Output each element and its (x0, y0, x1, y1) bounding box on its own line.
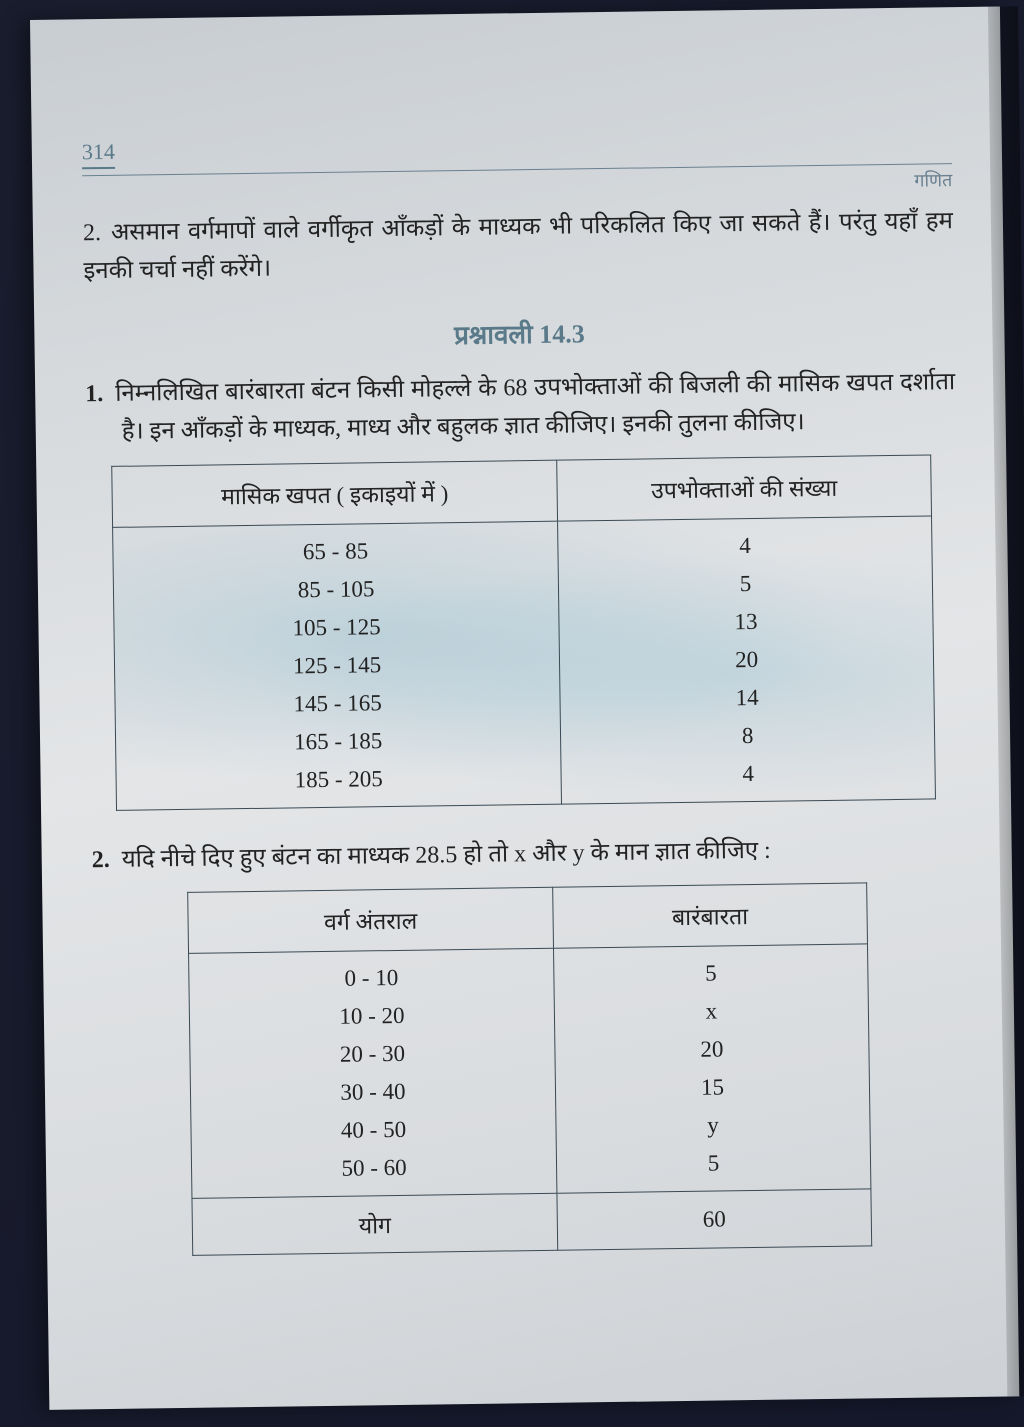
intro-paragraph: 2.असमान वर्गमापों वाले वर्गीकृत आँकड़ों … (83, 202, 954, 291)
t2-cell: 30 - 40 (190, 1071, 556, 1114)
binding-shadow (988, 6, 1024, 1396)
t1-cell: 5 (558, 562, 932, 605)
exercise-title: प्रश्नावली 14.3 (84, 309, 954, 357)
question-1: 1.निम्नलिखित बारंबारता बंटन किसी मोहल्ले… (85, 363, 956, 452)
t2-cell: 10 - 20 (189, 995, 555, 1038)
t2-cell: 15 (555, 1066, 869, 1108)
t2-cell: 5 (554, 944, 869, 995)
t2-header-0: वर्ग अंतराल (188, 887, 554, 953)
t1-cell: 20 (559, 638, 933, 681)
table-1: मासिक खपत ( इकाइयों में ) उपभोक्ताओं की … (111, 454, 936, 810)
t2-footer-1: 60 (557, 1189, 872, 1250)
page-number: 314 (82, 139, 115, 169)
q2-number: 2. (91, 840, 122, 879)
t1-cell: 8 (561, 714, 935, 757)
t1-header-0: मासिक खपत ( इकाइयों में ) (112, 460, 558, 527)
t2-cell: 20 - 30 (190, 1033, 556, 1076)
t1-cell: 4 (558, 516, 932, 568)
q1-number: 1. (85, 375, 116, 414)
t2-cell: 20 (555, 1028, 869, 1070)
question-2: 2.यदि नीचे दिए हुए बंटन का माध्यक 28.5 ह… (91, 829, 961, 880)
t1-cell: 185 - 205 (116, 757, 562, 810)
intro-text: असमान वर्गमापों वाले वर्गीकृत आँकड़ों के… (83, 208, 953, 285)
t2-cell: 50 - 60 (191, 1147, 557, 1199)
t2-cell: x (554, 990, 868, 1032)
t2-footer-0: योग (192, 1193, 558, 1255)
t1-cell: 65 - 85 (113, 521, 559, 574)
t1-cell: 85 - 105 (113, 567, 559, 611)
intro-number: 2. (83, 214, 112, 253)
t1-cell: 13 (559, 600, 933, 643)
page: 314 गणित 2.असमान वर्गमापों वाले वर्गीकृत… (30, 6, 1019, 1409)
t1-cell: 145 - 165 (115, 681, 561, 725)
t1-cell: 105 - 125 (114, 605, 560, 649)
t1-cell: 125 - 145 (114, 643, 560, 687)
t2-cell: 40 - 50 (191, 1109, 557, 1152)
t2-cell: 0 - 10 (189, 948, 555, 1000)
q2-text: यदि नीचे दिए हुए बंटन का माध्यक 28.5 हो … (122, 837, 771, 872)
t1-cell: 14 (560, 676, 934, 719)
t2-cell: y (556, 1104, 870, 1146)
table-2: वर्ग अंतराल बारंबारता 0 - 105 10 - 20x 2… (187, 882, 872, 1255)
t2-cell: 5 (556, 1142, 871, 1193)
t2-header-1: बारंबारता (553, 883, 868, 948)
t1-header-1: उपभोक्ताओं की संख्या (557, 455, 932, 521)
t1-cell: 4 (561, 752, 935, 804)
t1-cell: 165 - 185 (115, 719, 561, 763)
q1-text: निम्नलिखित बारंबारता बंटन किसी मोहल्ले क… (115, 369, 955, 445)
